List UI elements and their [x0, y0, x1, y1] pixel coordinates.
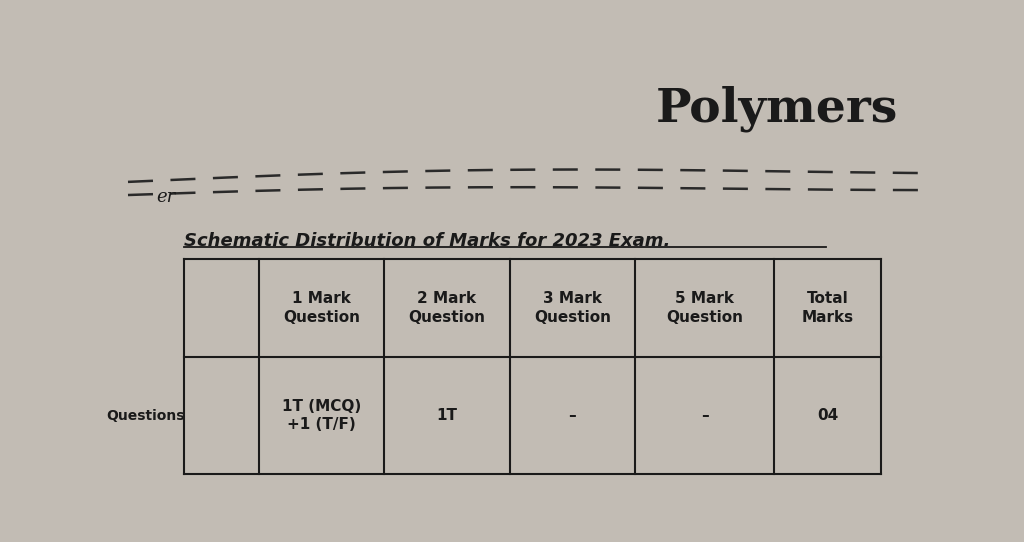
- Text: 3 Mark
Question: 3 Mark Question: [534, 292, 611, 325]
- Text: 1T (MCQ)
+1 (T/F): 1T (MCQ) +1 (T/F): [282, 399, 361, 433]
- Text: –: –: [700, 408, 709, 423]
- Text: 04: 04: [817, 408, 839, 423]
- Text: 1T: 1T: [436, 408, 458, 423]
- Text: 5 Mark
Question: 5 Mark Question: [666, 292, 743, 325]
- Text: –: –: [568, 408, 577, 423]
- Text: 1 Mark
Question: 1 Mark Question: [284, 292, 360, 325]
- Text: Polymers: Polymers: [655, 86, 898, 132]
- Text: Total
Marks: Total Marks: [802, 292, 854, 325]
- Text: er: er: [156, 188, 175, 205]
- Text: Questions: Questions: [106, 409, 185, 423]
- Text: Schematic Distribution of Marks for 2023 Exam.: Schematic Distribution of Marks for 2023…: [183, 232, 670, 250]
- Text: 2 Mark
Question: 2 Mark Question: [409, 292, 485, 325]
